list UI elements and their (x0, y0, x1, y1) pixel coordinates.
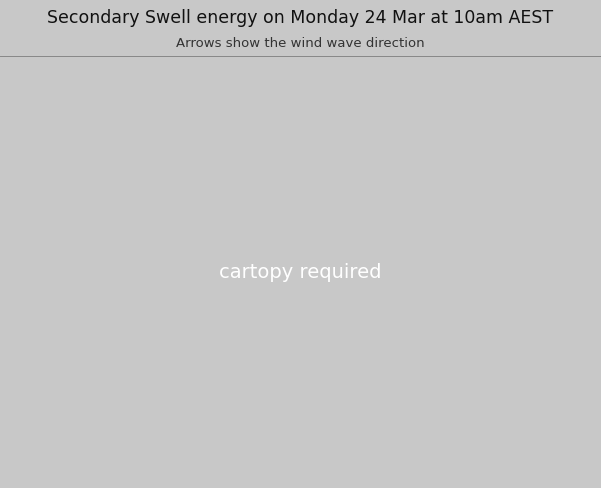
Text: Secondary Swell energy on Monday 24 Mar at 10am AEST: Secondary Swell energy on Monday 24 Mar … (47, 9, 554, 27)
Text: Arrows show the wind wave direction: Arrows show the wind wave direction (176, 37, 425, 50)
Text: cartopy required: cartopy required (219, 263, 382, 282)
